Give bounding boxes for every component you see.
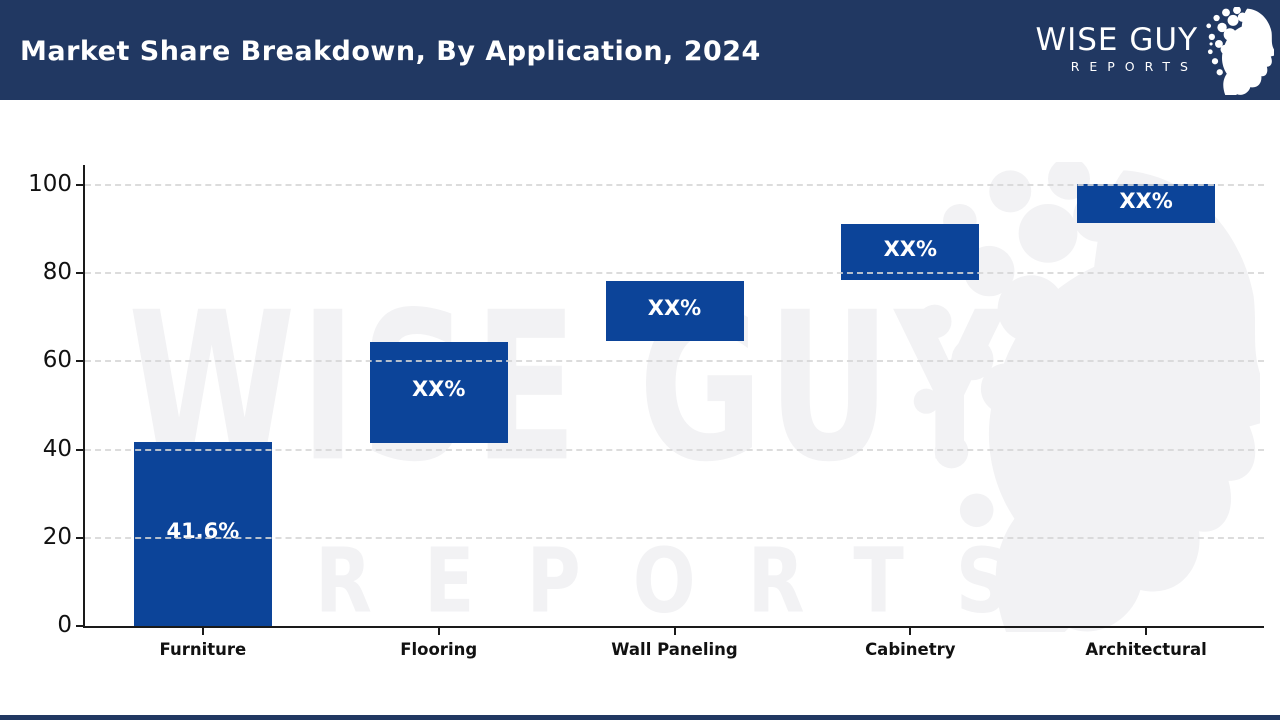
gridline-60 xyxy=(85,360,1264,363)
watermark-text: WISE GUY xyxy=(128,268,1009,507)
x-tick-label: Flooring xyxy=(400,640,478,659)
bar-cabinetry: XX% xyxy=(841,223,980,281)
y-tick xyxy=(76,625,85,627)
y-tick-label: 0 xyxy=(57,612,72,638)
wise-guy-logo: WISE GUY REPORTS xyxy=(1035,6,1274,96)
bar-flooring: XX% xyxy=(369,341,508,443)
x-tick-label: Furniture xyxy=(159,640,247,659)
y-tick xyxy=(76,360,85,363)
bar-furniture: 41.6% xyxy=(133,442,272,626)
y-tick-label: 100 xyxy=(28,170,72,197)
gridline-100 xyxy=(85,183,1264,186)
y-tick-label: 60 xyxy=(42,347,72,374)
watermark-subtext: REPORTS xyxy=(315,530,1062,634)
header-bar: Market Share Breakdown, By Application, … xyxy=(0,0,1280,100)
x-tick xyxy=(909,626,912,635)
bar-value-label: XX% xyxy=(1119,188,1173,213)
bar-value-label: XX% xyxy=(647,296,702,320)
bar-value-label: XX% xyxy=(883,236,938,261)
gridline-80 xyxy=(85,272,1264,275)
page-title: Market Share Breakdown, By Application, … xyxy=(20,36,761,67)
y-tick-label: 80 xyxy=(42,259,72,286)
x-tick xyxy=(437,626,440,635)
bar-value-label: 41.6% xyxy=(166,519,240,544)
x-tick xyxy=(201,626,204,635)
logo-wordmark: WISE GUY xyxy=(1035,21,1198,58)
logo-text: WISE GUY REPORTS xyxy=(1035,24,1198,75)
y-tick-label: 20 xyxy=(42,523,72,550)
bar-architectural: XX% xyxy=(1077,184,1216,223)
y-tick xyxy=(76,536,85,539)
chart-area: WISE GUY REPORTS 0 20 40 60 80 100 41.6% Furnit… xyxy=(0,100,1280,715)
footer-bar xyxy=(0,715,1280,720)
x-tick-label: Wall Paneling xyxy=(611,640,738,659)
x-tick xyxy=(673,626,676,635)
bar-value-label: XX% xyxy=(411,377,466,402)
x-tick-label: Cabinetry xyxy=(865,640,956,659)
y-tick-label: 40 xyxy=(42,435,72,462)
gridline-20 xyxy=(85,536,1264,539)
logo-head-icon xyxy=(1206,7,1274,95)
y-axis-line xyxy=(83,165,85,628)
gridline-40 xyxy=(85,448,1264,451)
x-tick xyxy=(1145,626,1148,635)
x-axis-line xyxy=(83,626,1264,628)
logo-subtitle: REPORTS xyxy=(1070,59,1198,75)
y-tick xyxy=(76,448,85,451)
x-tick-label: Architectural xyxy=(1085,640,1207,659)
bar-wall-paneling: XX% xyxy=(605,281,744,341)
y-tick xyxy=(76,183,85,186)
y-tick xyxy=(76,272,85,275)
